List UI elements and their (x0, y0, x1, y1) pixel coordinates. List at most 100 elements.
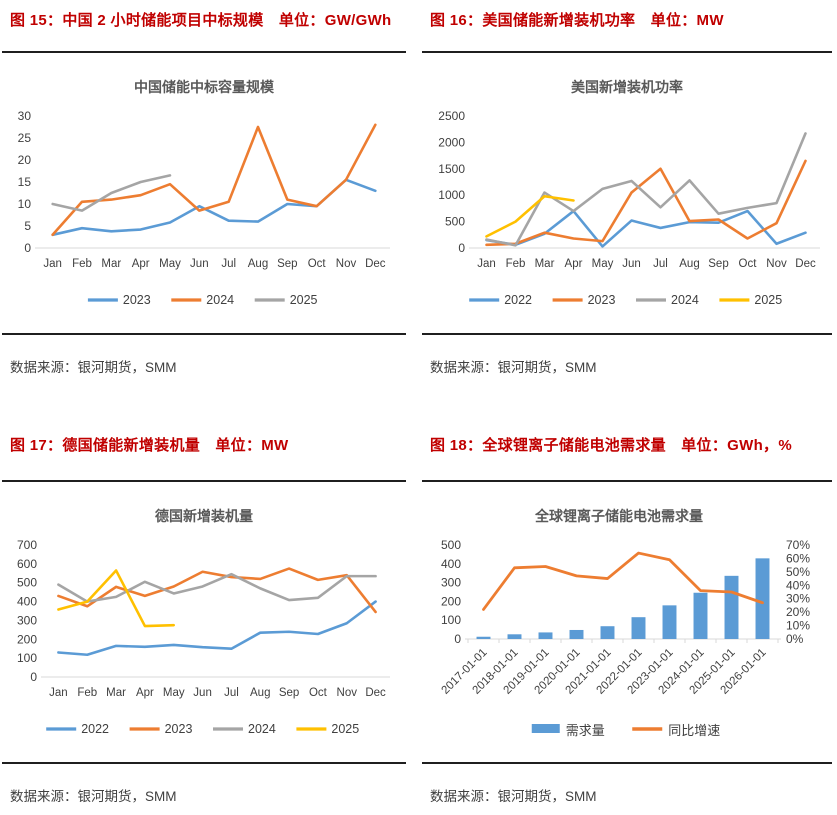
series-2025-line (57, 569, 176, 628)
germany-new-installed-chart: 德国新增装机量 0 100 200 300 400 500 600 700 Jan Feb Mar Ap… (17, 508, 390, 736)
divider-top (2, 480, 406, 482)
figure-15-panel: 图 15：中国 2 小时储能项目中标规模 单位：GW/GWh 中国储能中标容量规… (2, 4, 406, 376)
y-tick-label: 500 (17, 576, 37, 590)
x-tick-label: Sep (708, 258, 728, 270)
x-tick-label: Jan (477, 258, 496, 270)
legend-label: 2022 (504, 293, 532, 307)
x-tick-label: Jul (653, 258, 668, 270)
x-tick-label: Apr (565, 258, 583, 270)
y-tick-label: 100 (17, 651, 37, 665)
legend-label: 2023 (588, 293, 616, 307)
bar-2021-01-01 (600, 626, 615, 639)
x-tick-label: Nov (337, 687, 358, 699)
left-y-tick-label: 200 (441, 594, 461, 608)
series-2022-line (485, 209, 807, 248)
legend-label: 2022 (81, 722, 109, 736)
y-tick-label: 5 (24, 219, 31, 233)
y-tick-label: 0 (24, 241, 31, 255)
x-tick-label: Sep (279, 687, 299, 699)
series-2024-line (51, 123, 377, 237)
y-tick-label: 2500 (438, 109, 465, 123)
x-tick-label: Jun (193, 687, 212, 699)
figure-17-header: 图 17：德国储能新增装机量 单位：MW (10, 437, 289, 454)
x-tick-label: Feb (506, 258, 526, 270)
x-tick-label: Jul (224, 687, 239, 699)
y-tick-label: 0 (458, 241, 465, 255)
divider-bottom (422, 333, 832, 335)
y-tick-label: 700 (17, 538, 37, 552)
y-tick-label: 2000 (438, 135, 465, 149)
x-tick-label: Jan (43, 258, 62, 270)
divider-bottom (2, 762, 406, 764)
x-tick-label: Apr (132, 258, 150, 270)
figure-18-header: 图 18：全球锂离子储能电池需求量 单位：GWh，% (430, 437, 792, 454)
bar-2019-01-01 (538, 632, 553, 639)
right-y-tick-label: 60% (786, 551, 810, 565)
x-tick-label: Aug (248, 258, 268, 270)
divider-top (422, 480, 832, 482)
figure-18-panel: 图 18：全球锂离子储能电池需求量 单位：GWh，% 全球锂离子储能电池需求量 0… (422, 422, 832, 805)
y-tick-label: 30 (18, 109, 32, 123)
us-new-installed-power-chart: 美国新增装机功率 0 500 1000 1500 2000 2500 Jan Feb Mar Apr… (438, 79, 820, 307)
left-y-tick-label: 100 (441, 613, 461, 627)
x-tick-label: Dec (795, 258, 816, 270)
series-2023-line (485, 159, 807, 247)
legend-swatch-bar (531, 724, 560, 733)
x-tick-label: Feb (77, 687, 97, 699)
x-tick-label: Nov (336, 258, 357, 270)
bar-2022-01-01 (631, 617, 646, 639)
left-y-tick-label: 300 (441, 576, 461, 590)
data-source-note: 数据来源：银河期货，SMM (430, 789, 597, 804)
x-tick-label: Dec (365, 258, 386, 270)
y-tick-label: 200 (17, 632, 37, 646)
y-tick-label: 15 (18, 175, 32, 189)
y-tick-label: 300 (17, 613, 37, 627)
figure-17-panel: 图 17：德国储能新增装机量 单位：MW 德国新增装机量 0 100 200 300 40… (2, 422, 406, 805)
right-y-tick-label: 30% (786, 592, 810, 606)
x-tick-label: May (592, 258, 614, 270)
bar-2020-01-01 (569, 629, 584, 639)
y-tick-label: 20 (18, 153, 32, 167)
x-tick-label: Feb (72, 258, 92, 270)
chart-title: 全球锂离子储能电池需求量 (534, 508, 703, 524)
right-y-tick-label: 10% (786, 619, 810, 633)
data-source-note: 数据来源：银河期货，SMM (10, 360, 177, 375)
y-tick-label: 10 (18, 197, 32, 211)
divider-bottom (422, 762, 832, 764)
divider-top (422, 51, 832, 53)
series-2022-line (57, 600, 377, 657)
data-source-note: 数据来源：银河期货，SMM (430, 360, 597, 375)
x-tick-label: Oct (739, 258, 758, 270)
x-tick-label: Oct (308, 258, 327, 270)
x-tick-label: Jun (622, 258, 641, 270)
x-tick-label: Jul (221, 258, 236, 270)
x-tick-label: Jan (49, 687, 68, 699)
chart-title: 美国新增装机功率 (571, 79, 683, 95)
right-y-tick-label: 70% (786, 538, 810, 552)
x-tick-label: Mar (106, 687, 126, 699)
bar-2018-01-01 (507, 634, 522, 639)
series-2025-line (485, 194, 575, 238)
legend-label: 2025 (290, 293, 318, 307)
y-tick-label: 1000 (438, 188, 465, 202)
bar-2024-01-01 (693, 592, 708, 639)
x-tick-label: Sep (277, 258, 297, 270)
series-2024-line (485, 132, 807, 247)
x-tick-label: May (159, 258, 181, 270)
y-tick-label: 0 (30, 670, 37, 684)
left-y-tick-label: 400 (441, 557, 461, 571)
global-liion-demand-chart: 全球锂离子储能电池需求量 0 100 200 300 400 500 0%10%20%30%4… (440, 508, 811, 738)
legend-label: 2025 (331, 722, 359, 736)
left-y-tick-label: 0 (454, 632, 461, 646)
x-tick-label: Aug (679, 258, 699, 270)
legend-label: 2024 (206, 293, 234, 307)
legend-label: 需求量 (566, 723, 605, 738)
right-y-tick-label: 20% (786, 605, 810, 619)
legend-label: 2023 (165, 722, 193, 736)
x-tick-label: May (163, 687, 185, 699)
right-y-tick-label: 0% (786, 632, 804, 646)
bar-2025-01-01 (724, 575, 739, 639)
y-tick-label: 600 (17, 557, 37, 571)
y-tick-label: 25 (18, 131, 32, 145)
